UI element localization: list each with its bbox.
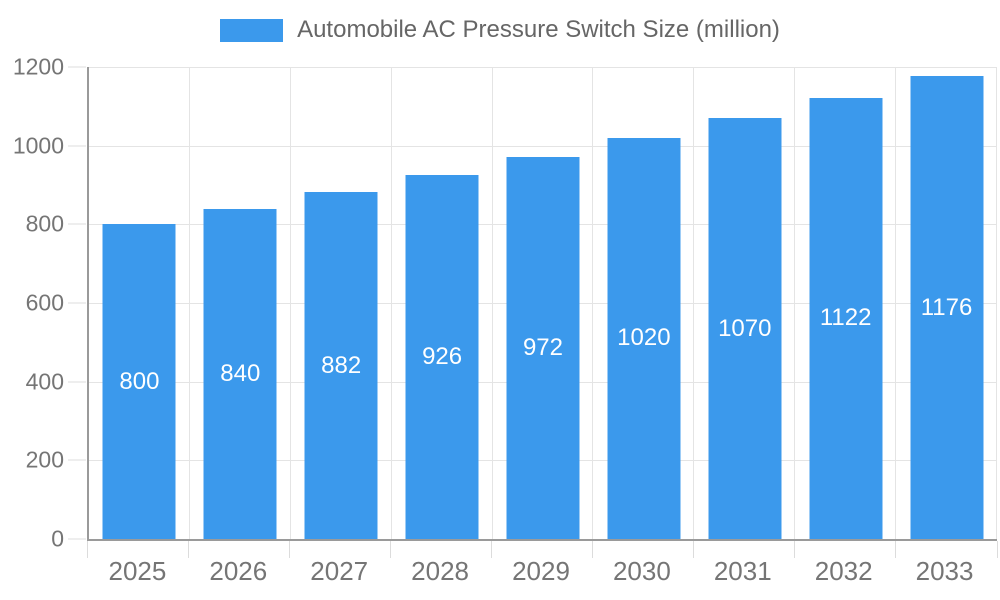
gridline-vertical <box>491 67 493 539</box>
y-tick <box>68 145 86 147</box>
gridline-vertical <box>592 67 594 539</box>
gridline-vertical <box>895 67 897 539</box>
gridline-vertical <box>996 67 997 539</box>
x-tick <box>187 541 189 558</box>
x-axis-ticks <box>86 541 998 558</box>
gridline-horizontal <box>89 145 997 147</box>
y-axis-labels: 0 200 400 600 800 1000 1200 <box>0 54 64 552</box>
y-tick <box>68 459 86 461</box>
bar-2031[interactable]: 1070 <box>708 118 782 539</box>
y-tick-label: 200 <box>25 446 64 473</box>
x-tick-label: 2029 <box>512 556 570 586</box>
y-tick-label: 800 <box>25 210 64 237</box>
x-tick <box>86 541 88 558</box>
x-tick-label: 2030 <box>612 556 671 586</box>
bar-2025[interactable]: 800 <box>102 224 176 539</box>
y-tick <box>68 66 86 68</box>
x-tick <box>389 541 391 558</box>
bar-value-label: 882 <box>321 351 362 379</box>
plot-area: 800 840 882 926 972 1020 1070 1122 1176 <box>87 67 997 541</box>
bar-band: 926 <box>392 67 493 539</box>
x-tick <box>592 541 594 558</box>
legend[interactable]: Automobile AC Pressure Switch Size (mill… <box>0 16 1000 44</box>
bar-value-label: 1020 <box>617 324 671 352</box>
bar-2030[interactable]: 1020 <box>607 137 681 539</box>
bar-band: 972 <box>493 67 594 539</box>
bar-value-label: 840 <box>220 359 261 387</box>
bar-2028[interactable]: 926 <box>405 174 479 539</box>
y-tick <box>68 538 86 540</box>
y-axis-ticks <box>68 66 86 540</box>
x-tick <box>996 541 998 558</box>
bar-2032[interactable]: 1122 <box>809 97 883 539</box>
x-tick <box>693 541 695 558</box>
x-tick <box>794 541 796 558</box>
x-axis-labels: 2025 2026 2027 2028 2029 2030 2031 2032 2033 <box>87 556 995 588</box>
y-tick <box>68 381 86 383</box>
x-tick <box>288 541 290 558</box>
x-tick <box>895 541 897 558</box>
x-tick <box>490 541 492 558</box>
y-tick <box>68 302 86 304</box>
x-tick-label: 2028 <box>411 556 470 586</box>
gridline-vertical <box>188 67 190 539</box>
y-tick-label: 1000 <box>12 132 64 159</box>
y-tick-label: 0 <box>51 525 64 552</box>
bar-band: 1176 <box>896 67 997 539</box>
legend-label: Automobile AC Pressure Switch Size (mill… <box>297 16 780 43</box>
bar-value-label: 1122 <box>819 304 872 332</box>
bar-2026[interactable]: 840 <box>203 208 277 539</box>
x-tick-label: 2025 <box>108 556 167 586</box>
bar-2029[interactable]: 972 <box>506 156 580 539</box>
bar-value-label: 926 <box>422 342 463 370</box>
gridline-horizontal <box>89 67 997 68</box>
gridline-vertical <box>289 67 291 539</box>
y-tick-label: 1200 <box>12 53 64 80</box>
y-tick-label: 400 <box>25 368 64 395</box>
x-tick-label: 2033 <box>915 556 974 586</box>
x-tick-label: 2032 <box>814 556 873 586</box>
gridline-vertical <box>794 67 796 539</box>
bar-value-label: 800 <box>119 367 160 395</box>
bar-band: 840 <box>190 67 291 539</box>
x-tick-label: 2031 <box>713 556 772 586</box>
legend-swatch-icon <box>220 18 284 42</box>
gridline-vertical <box>693 67 695 539</box>
bar-band: 882 <box>291 67 392 539</box>
bar-value-label: 972 <box>522 333 563 361</box>
bar-band: 1070 <box>694 67 795 539</box>
bar-band: 1020 <box>593 67 694 539</box>
bar-value-label: 1176 <box>920 293 973 321</box>
x-tick-label: 2027 <box>310 556 369 586</box>
bar-band: 1122 <box>795 67 896 539</box>
y-tick <box>68 223 86 225</box>
gridline-vertical <box>390 67 392 539</box>
bar-value-label: 1070 <box>718 314 772 342</box>
x-tick-label: 2026 <box>209 556 268 586</box>
bar-2027[interactable]: 882 <box>304 192 378 539</box>
y-tick-label: 600 <box>25 289 64 316</box>
bar-band: 800 <box>89 67 190 539</box>
bar-2033[interactable]: 1176 <box>910 76 984 539</box>
